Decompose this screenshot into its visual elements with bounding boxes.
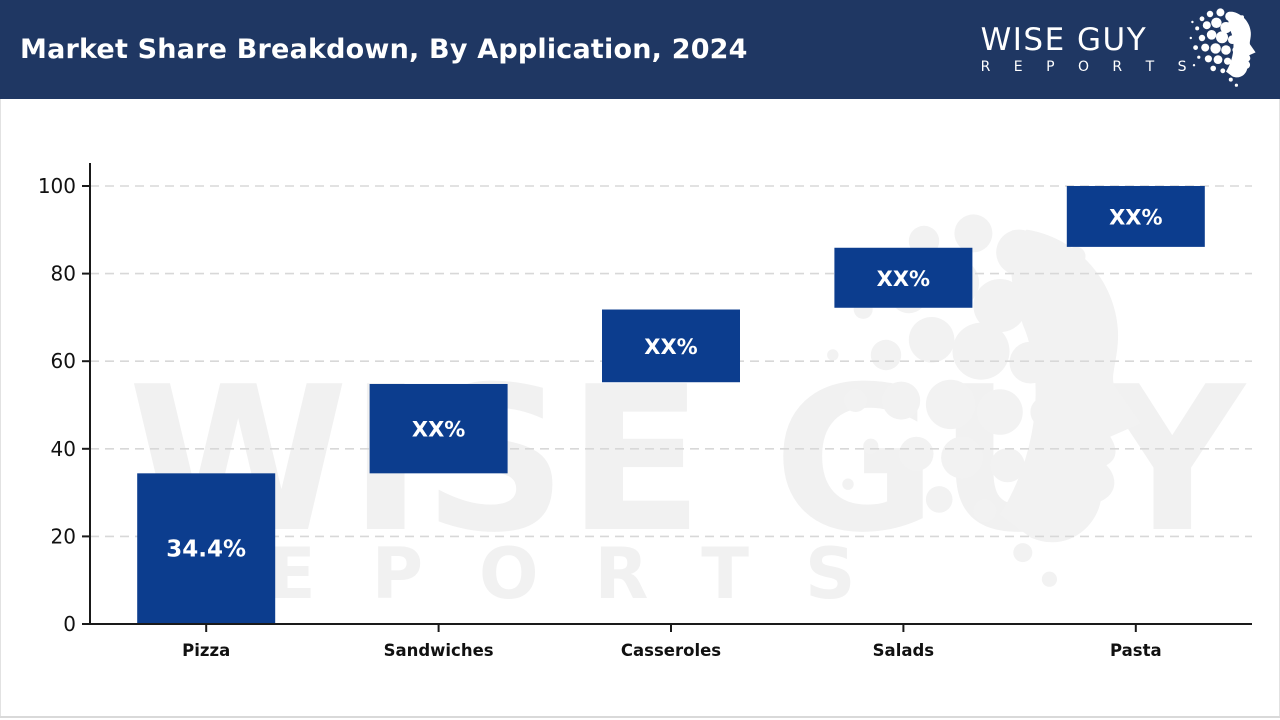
bar-sandwiches	[369, 383, 508, 474]
y-tick-label-20: 20	[51, 524, 76, 548]
x-category-label-sandwiches: Sandwiches	[384, 641, 494, 660]
x-category-label-casseroles: Casseroles	[621, 641, 721, 660]
y-tick-label-0: 0	[63, 612, 76, 636]
bar-pizza	[137, 473, 276, 624]
bottom-border-rule	[0, 716, 1280, 718]
y-tick-label-40: 40	[51, 437, 76, 461]
page-title: Market Share Breakdown, By Application, …	[20, 34, 748, 65]
bar-salads	[834, 247, 973, 308]
x-category-label-pasta: Pasta	[1110, 641, 1162, 660]
bar-pasta	[1066, 186, 1205, 247]
bar-label-sandwiches: XX%	[412, 418, 465, 442]
y-tick-label-60: 60	[51, 349, 76, 373]
bar-label-casseroles: XX%	[644, 335, 697, 359]
logo-subtext: R E P O R T S	[980, 59, 1196, 76]
bar-label-salads: XX%	[877, 267, 930, 291]
wise-guy-reports-logo: WISE GUY R E P O R T S	[981, 6, 1280, 94]
left-border-rule	[0, 99, 1, 716]
x-category-label-pizza: Pizza	[182, 641, 230, 660]
logo-text: WISE GUY R E P O R T S	[981, 24, 1196, 76]
y-tick-label-100: 100	[38, 174, 76, 198]
bar-casseroles	[602, 309, 740, 383]
y-tick-label-80: 80	[51, 262, 76, 286]
header-bar: Market Share Breakdown, By Application, …	[0, 0, 1280, 99]
bar-label-pizza: 34.4%	[166, 537, 246, 563]
bar-label-pasta: XX%	[1109, 205, 1162, 229]
logo-wordmark: WISE GUY	[980, 21, 1148, 58]
x-category-label-salads: Salads	[873, 641, 935, 660]
